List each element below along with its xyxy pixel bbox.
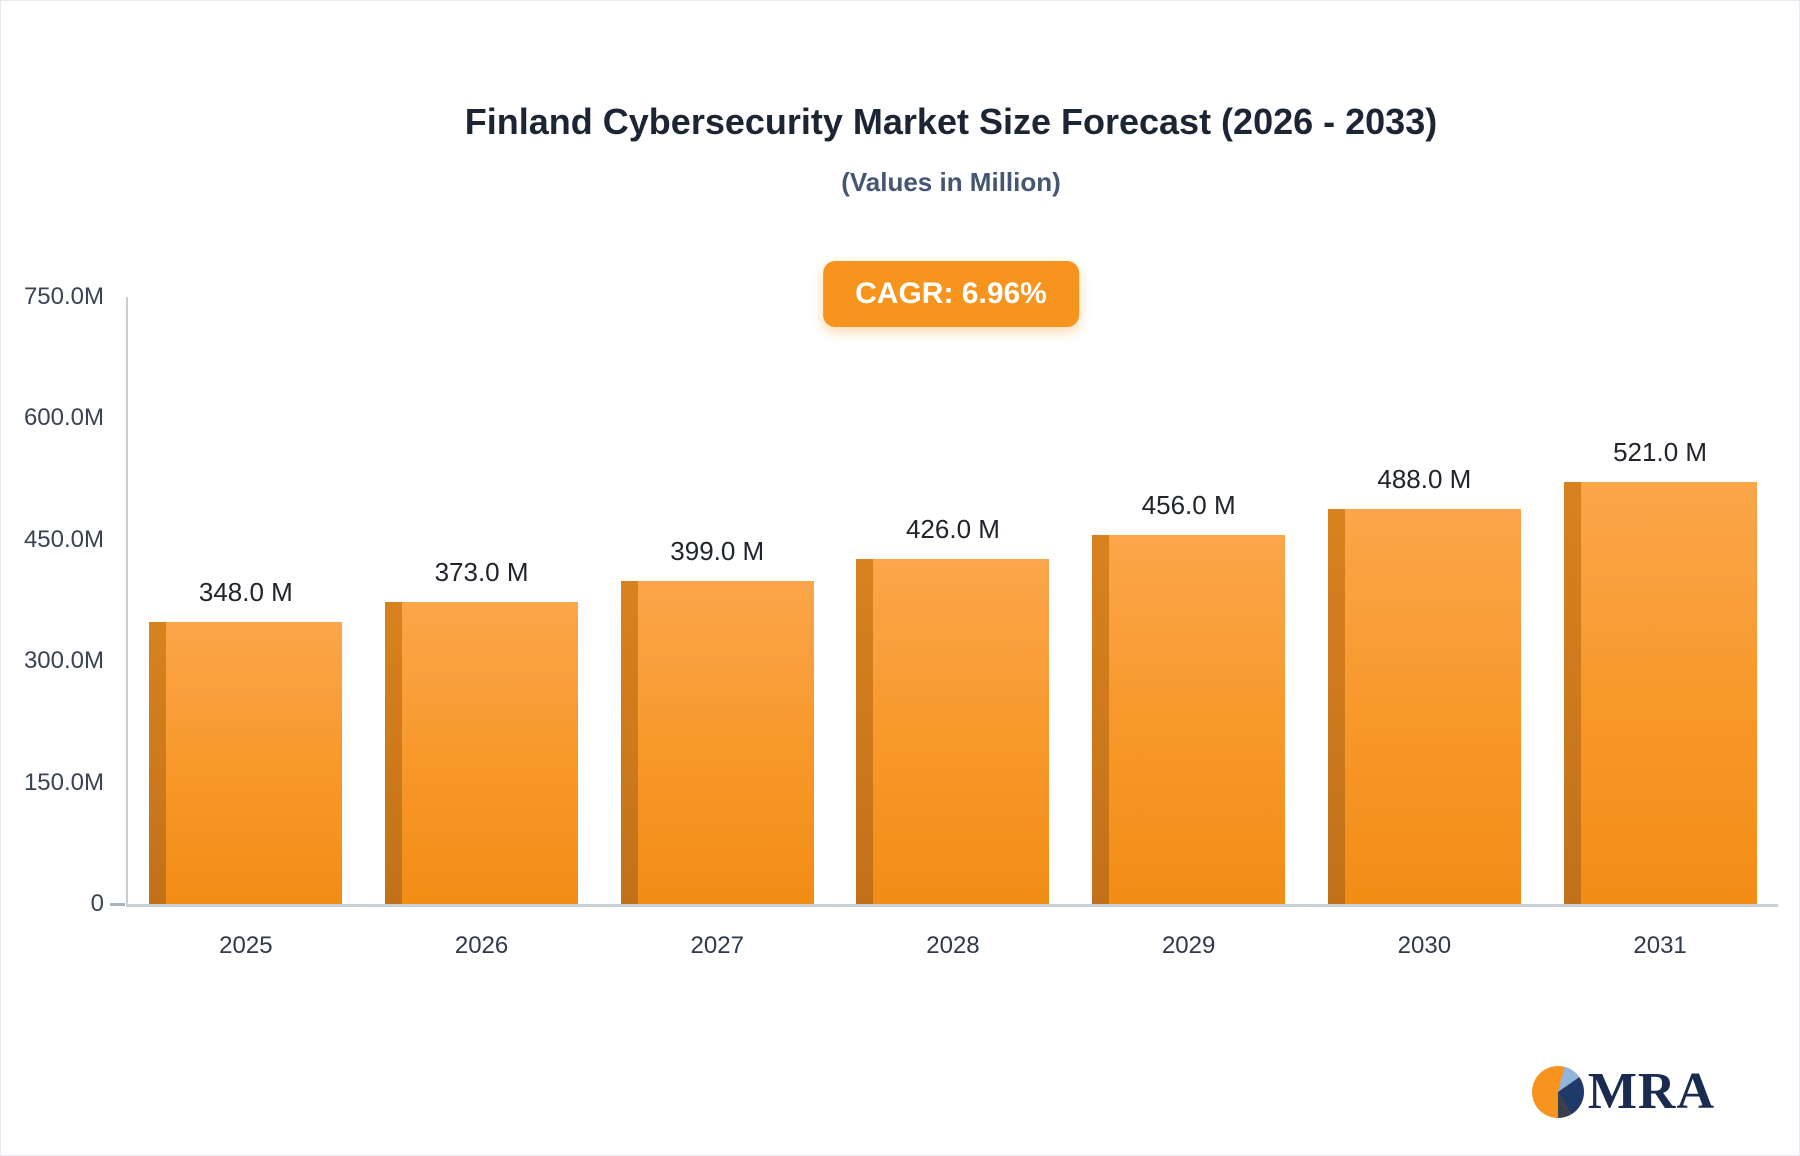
chart-header: Finland Cybersecurity Market Size Foreca… [126,101,1776,198]
y-axis-label: 600.0M [23,404,104,432]
cagr-badge: CAGR: 6.96% [823,261,1079,327]
x-axis-label: 2027 [690,932,744,959]
x-axis-label: 2031 [1633,932,1687,959]
bar-face [402,602,579,904]
x-axis-label: 2025 [219,932,273,959]
bar-value-label: 373.0 M [434,557,529,588]
chart-subtitle: (Values in Million) [841,167,1061,197]
bar-face [1344,509,1521,904]
mra-logo-pie-icon [1531,1066,1584,1118]
bar-left-edge [1092,534,1110,904]
bar-value-label: 426.0 M [905,514,1000,545]
bar-left-edge [620,581,638,904]
bar: 373.0 M 2026 [385,557,579,959]
plot-area: 348.0 M 2025 373.0 M 2026 399.0 M 2027 426.0 M… [24,283,1778,959]
bar-face [1580,482,1757,904]
bar-left-edge [1327,509,1345,904]
bar: 348.0 M 2025 [149,577,343,959]
bar-left-edge [1563,482,1581,904]
bar-left-edge [856,559,874,904]
bar-value-label: 456.0 M [1141,489,1236,520]
x-axis-label: 2030 [1397,932,1452,959]
y-axis-label: 150.0M [23,768,104,796]
page-title: Finland Cybersecurity Market Size Foreca… [464,101,1438,142]
bar-value-label: 348.0 M [198,577,293,608]
bar-value-label: 521.0 M [1613,437,1708,468]
bar-face [637,581,814,904]
zero-tick-dash [110,903,125,906]
y-axis-label: 450.0M [23,525,104,553]
bar-left-edge [149,622,167,904]
bar: 426.0 M 2028 [856,514,1050,959]
bar-value-label: 399.0 M [670,536,765,567]
x-axis-label: 2029 [1161,932,1216,959]
bar: 488.0 M 2030 [1327,464,1521,959]
x-axis-label: 2026 [454,932,509,959]
y-axis-label: 750.0M [23,283,104,310]
bar: 399.0 M 2027 [620,536,814,959]
bar: 456.0 M 2029 [1092,490,1286,959]
bar-face [166,622,343,904]
bar: 521.0 M 2031 [1563,437,1757,959]
y-axis-label: 300.0M [23,647,104,675]
mra-logo-text: MRA [1587,1063,1715,1120]
bar-face [1109,534,1286,904]
bar-face [873,559,1050,904]
x-axis-label: 2028 [926,932,980,959]
bar-left-edge [385,602,403,904]
mra-logo: MRA [1531,1065,1715,1119]
bar-value-label: 488.0 M [1377,464,1472,495]
y-axis-label: 0 [90,890,104,917]
bars: 348.0 M 2025 373.0 M 2026 399.0 M 2027 426.0 M… [128,297,1778,959]
